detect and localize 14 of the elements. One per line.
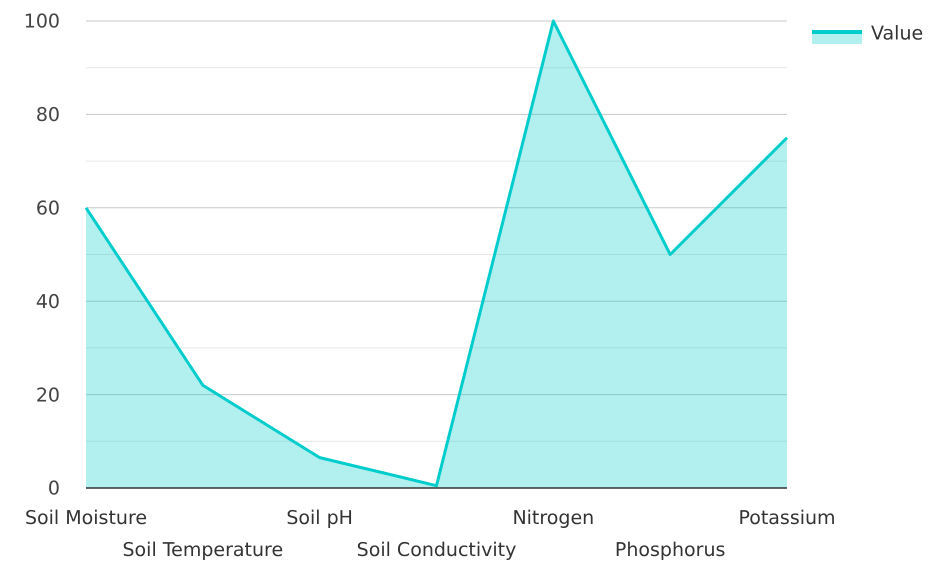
y-tick-label: 60 <box>36 197 60 220</box>
x-tick-label: Potassium <box>738 507 836 529</box>
y-tick-label: 100 <box>24 10 60 33</box>
x-tick-label: Soil Moisture <box>24 507 148 529</box>
y-tick-label: 0 <box>48 478 60 500</box>
legend-label: Value <box>871 22 924 45</box>
x-tick-label: Phosphorus <box>614 539 726 561</box>
y-tick-label: 20 <box>36 384 60 406</box>
x-tick-label: Soil pH <box>286 507 353 529</box>
x-tick-label: Soil Temperature <box>122 539 284 561</box>
y-tick-label: 80 <box>36 104 60 126</box>
y-tick-label: 40 <box>36 290 60 313</box>
x-tick-label: Nitrogen <box>512 507 594 529</box>
x-tick-label: Soil Conductivity <box>356 539 516 561</box>
